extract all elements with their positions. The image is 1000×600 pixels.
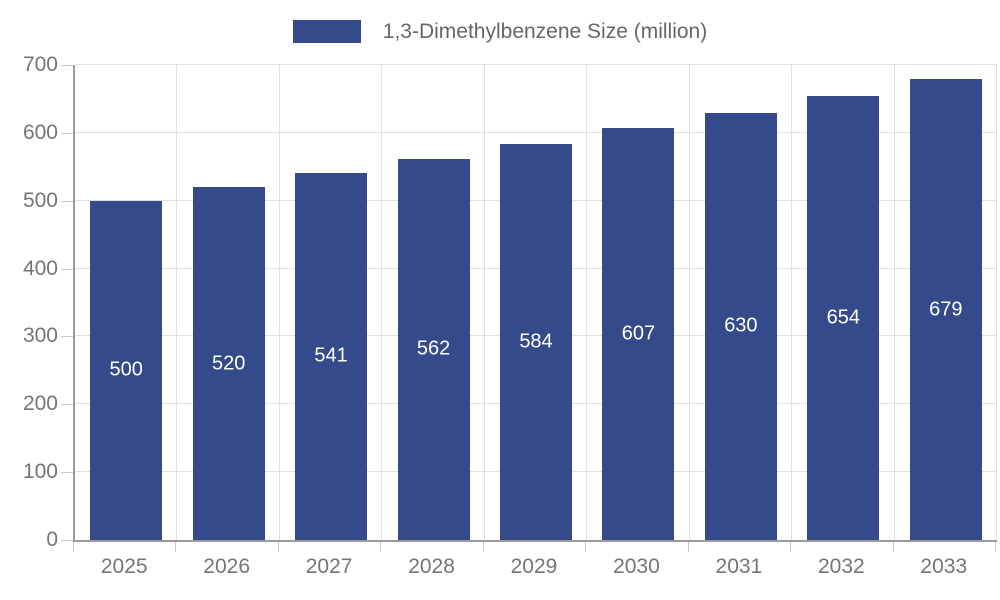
x-tick-label: 2033: [920, 555, 968, 578]
y-tick-mark: [61, 472, 73, 474]
bar-value-label: 500: [109, 358, 143, 381]
gridline-vertical: [278, 65, 280, 540]
x-tick-mark: [892, 542, 894, 552]
x-tick-label: 2031: [715, 555, 763, 578]
y-tick-label: 400: [22, 256, 58, 280]
bar: 679: [909, 79, 982, 540]
x-tick-label: 2026: [203, 555, 251, 578]
gridline-vertical: [483, 65, 485, 540]
gridline-vertical: [381, 65, 383, 540]
x-tick-mark: [995, 542, 996, 552]
bar: 654: [807, 96, 880, 540]
x-tick-mark: [790, 542, 792, 552]
legend-swatch: [292, 20, 361, 43]
gridline-vertical: [586, 65, 588, 540]
gridline-vertical: [688, 65, 690, 540]
bar: 520: [192, 187, 265, 540]
legend: 1,3-Dimethylbenzene Size (million): [0, 20, 1000, 43]
gridline-horizontal: [75, 64, 997, 65]
gridline-horizontal: [75, 131, 997, 133]
gridline-vertical: [791, 65, 793, 540]
x-tick-label: 2025: [100, 555, 148, 578]
y-tick-label: 500: [22, 188, 58, 212]
y-tick-mark: [61, 404, 73, 406]
y-tick-mark: [61, 336, 73, 338]
x-tick-mark: [175, 542, 177, 552]
y-tick-mark: [61, 268, 73, 270]
bar-value-label: 630: [724, 314, 758, 337]
legend-label: 1,3-Dimethylbenzene Size (million): [382, 20, 708, 43]
y-tick-label: 200: [22, 392, 58, 416]
bar-value-label: 520: [211, 352, 246, 375]
x-tick-mark: [380, 542, 382, 552]
bar-value-label: 562: [416, 337, 451, 360]
bar: 541: [295, 172, 368, 540]
bar: 584: [500, 143, 572, 540]
y-tick-mark: [61, 540, 73, 541]
bar-value-label: 584: [519, 330, 553, 353]
bar-value-label: 541: [314, 344, 348, 367]
x-tick-mark: [687, 542, 689, 552]
bar-value-label: 679: [929, 298, 963, 321]
gridline-vertical: [893, 65, 895, 540]
bar: 500: [90, 200, 163, 540]
x-tick-label: 2028: [408, 555, 455, 578]
y-tick-label: 700: [22, 53, 58, 76]
y-tick-mark: [61, 132, 73, 134]
gridline-vertical: [176, 65, 178, 540]
x-tick-label: 2030: [613, 555, 660, 578]
y-tick-mark: [61, 200, 73, 202]
x-tick-mark: [277, 542, 279, 552]
x-tick-mark: [482, 542, 484, 552]
plot-area: 500 520 541 562 584 607 630 654 679: [73, 64, 997, 542]
gridline-vertical: [996, 65, 997, 540]
y-tick-label: 600: [22, 120, 58, 144]
x-tick-label: 2032: [817, 555, 865, 578]
bar: 562: [397, 158, 470, 540]
y-tick-mark: [61, 65, 73, 66]
x-tick-label: 2027: [305, 555, 353, 578]
bar-value-label: 607: [621, 322, 656, 345]
bar-value-label: 654: [826, 306, 861, 329]
bar: 607: [602, 128, 675, 540]
y-tick-label: 0: [46, 528, 58, 551]
bar: 630: [704, 112, 777, 540]
y-tick-label: 100: [22, 460, 58, 484]
x-tick-label: 2029: [510, 555, 558, 578]
y-tick-label: 300: [22, 324, 58, 348]
x-tick-mark: [73, 542, 74, 552]
x-tick-mark: [585, 542, 587, 552]
